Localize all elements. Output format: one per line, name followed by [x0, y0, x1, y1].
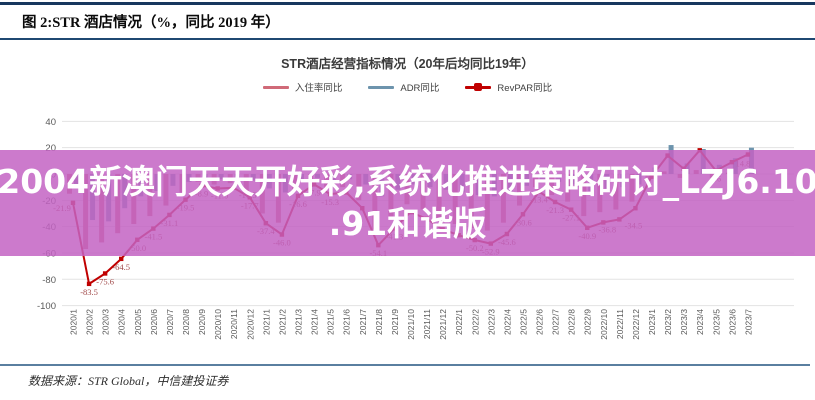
data-label: -75.6	[96, 276, 114, 286]
x-tick-label: 2023/3	[679, 309, 689, 335]
adr-line-swatch-icon	[368, 85, 395, 89]
x-tick-label: 2021/5	[326, 309, 336, 335]
watermark-text-line2: .91和谐版	[328, 204, 487, 243]
y-tick-label: 20	[45, 143, 56, 154]
x-tick-label: 2023/1	[647, 309, 657, 335]
legend-item-occupancy: 入住率同比	[262, 80, 343, 94]
x-tick-label: 2023/7	[743, 309, 753, 335]
data-label: -83.5	[80, 287, 98, 297]
x-tick-label: 2022/2	[470, 309, 480, 335]
x-tick-label: 2021/11	[422, 309, 432, 339]
x-tick-label: 2022/6	[535, 309, 545, 335]
revpar-marker	[86, 281, 92, 287]
chart-legend: 入住率同比 ADR同比 RevPAR同比	[0, 80, 815, 94]
x-tick-label: 2020/10	[213, 309, 223, 340]
revpar-marker	[119, 256, 124, 262]
revpar-line-marker-swatch-icon	[465, 83, 492, 91]
x-tick-label: 2021/9	[390, 309, 400, 335]
figure-header-title: 图 2:STR 酒店情况（%，同比 2019 年）	[22, 15, 280, 31]
data-label: -64.5	[112, 262, 130, 272]
x-tick-label: 2022/9	[583, 309, 593, 335]
x-tick-label: 2020/4	[117, 309, 127, 335]
y-tick-label: -80	[42, 275, 56, 286]
legend-label: 入住率同比	[294, 83, 343, 94]
x-tick-label: 2022/10	[599, 309, 609, 340]
x-tick-label: 2023/6	[727, 309, 737, 335]
revpar-marker	[102, 271, 108, 276]
occupancy-line-swatch-icon	[262, 85, 289, 89]
x-tick-label: 2020/9	[197, 309, 207, 335]
y-tick-label: 40	[45, 117, 56, 128]
x-tick-label: 2020/6	[149, 309, 159, 335]
x-tick-label: 2022/4	[502, 309, 512, 335]
x-tick-label: 2021/4	[310, 309, 320, 335]
legend-label: RevPAR同比	[497, 83, 553, 94]
x-tick-label: 2021/3	[293, 309, 303, 335]
top-border-line	[0, 2, 815, 5]
header-underline	[0, 38, 815, 40]
x-tick-label: 2023/5	[711, 309, 721, 335]
x-tick-label: 2021/10	[406, 309, 416, 340]
x-tick-label: 2022/12	[631, 309, 641, 340]
watermark-text-line1: 2004新澳门天天开好彩,系统化推进策略研讨_LZJ6.10	[0, 162, 815, 201]
x-tick-label: 2020/8	[181, 309, 191, 335]
x-tick-label: 2021/2	[277, 309, 287, 335]
x-tick-label: 2021/1	[261, 309, 271, 335]
legend-label: ADR同比	[400, 83, 440, 94]
x-tick-label: 2022/5	[518, 309, 528, 335]
y-tick-label: -100	[37, 301, 56, 312]
legend-item-adr: ADR同比	[368, 80, 439, 94]
legend-item-revpar: RevPAR同比	[465, 80, 552, 94]
x-tick-label: 2020/1	[69, 309, 79, 335]
x-tick-label: 2023/4	[695, 309, 705, 335]
x-tick-label: 2020/12	[245, 309, 255, 340]
data-source-note: 数据来源：STR Global，中信建投证券	[28, 374, 229, 388]
x-tick-label: 2023/2	[663, 309, 673, 335]
x-tick-label: 2020/3	[101, 309, 111, 335]
watermark-overlay-banner: 2004新澳门天天开好彩,系统化推进策略研讨_LZJ6.10 .91和谐版	[0, 150, 815, 256]
x-tick-label: 2022/3	[486, 309, 496, 335]
x-tick-label: 2020/7	[165, 309, 175, 335]
x-tick-label: 2022/1	[454, 309, 464, 335]
chart-title: STR酒店经营指标情况（20年后均同比19年）	[281, 57, 534, 71]
bottom-border-line	[0, 364, 810, 366]
x-tick-label: 2021/7	[358, 309, 368, 335]
x-tick-label: 2021/6	[342, 309, 352, 335]
x-tick-label: 2021/8	[374, 309, 384, 335]
x-tick-label: 2020/11	[229, 309, 239, 339]
x-tick-label: 2021/12	[438, 309, 448, 340]
x-axis-labels: 2020/1 2020/2 2020/3 2020/4 2020/5 2020/6 2020…	[69, 309, 754, 340]
x-tick-label: 2022/8	[567, 309, 577, 335]
x-tick-label: 2020/5	[133, 309, 143, 335]
x-tick-label: 2022/7	[551, 309, 561, 335]
x-tick-label: 2020/2	[85, 309, 95, 335]
x-tick-label: 2022/11	[615, 309, 625, 339]
